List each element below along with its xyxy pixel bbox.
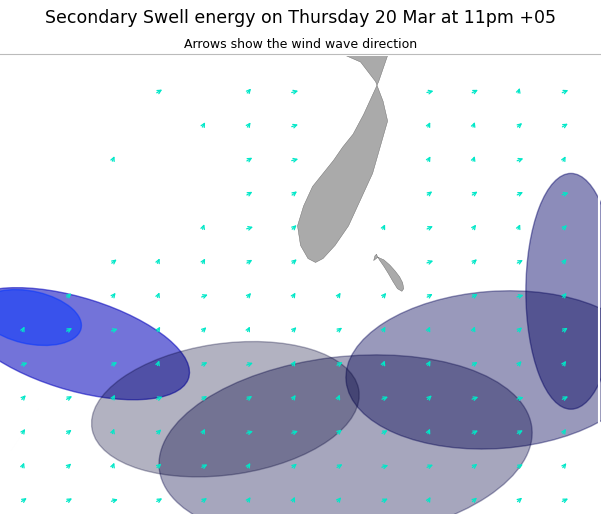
Ellipse shape <box>0 289 82 345</box>
Ellipse shape <box>346 291 601 449</box>
Polygon shape <box>374 254 404 291</box>
Ellipse shape <box>159 355 532 514</box>
Text: Secondary Swell energy on Thursday 20 Mar at 11pm +05: Secondary Swell energy on Thursday 20 Ma… <box>45 9 556 27</box>
Ellipse shape <box>526 173 601 409</box>
Text: Arrows show the wind wave direction: Arrows show the wind wave direction <box>184 38 417 51</box>
Ellipse shape <box>0 288 189 400</box>
Ellipse shape <box>91 341 359 477</box>
Polygon shape <box>297 56 388 263</box>
